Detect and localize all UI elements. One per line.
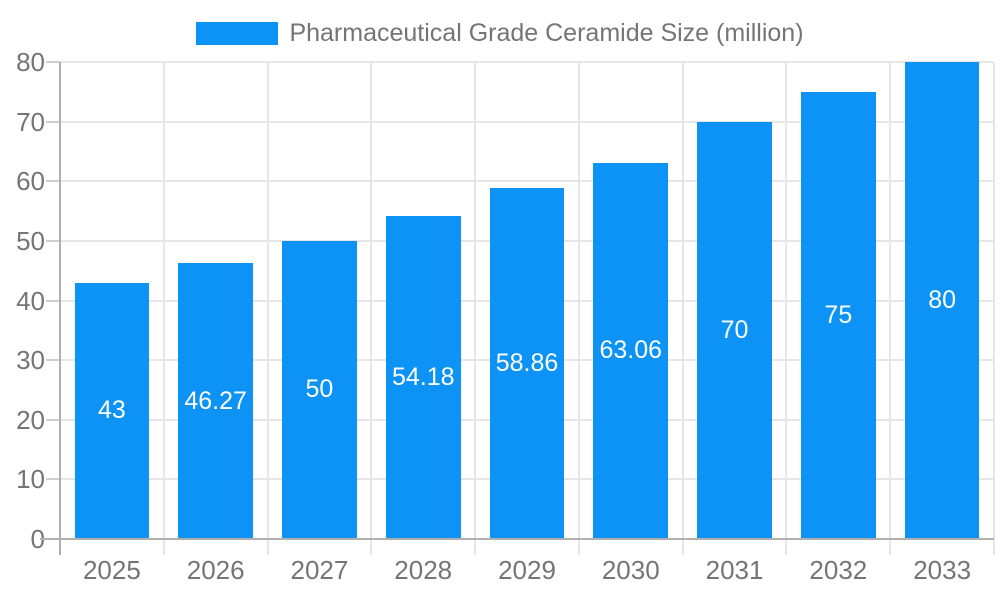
bar-value-label: 50 xyxy=(305,375,334,404)
x-axis-label-2029: 2029 xyxy=(498,555,556,585)
bar-2032: 75 xyxy=(800,91,876,539)
bar-value-label: 58.86 xyxy=(495,349,559,378)
x-axis-label-2032: 2032 xyxy=(809,555,868,585)
v-gridline xyxy=(474,62,477,555)
y-axis-label: 60 xyxy=(16,166,45,197)
y-axis-tick xyxy=(46,239,60,242)
bar-2031: 70 xyxy=(697,121,772,539)
y-axis-tick xyxy=(46,359,60,362)
y-axis-line xyxy=(59,62,61,555)
v-gridline xyxy=(370,62,373,555)
y-axis-label: 70 xyxy=(16,106,45,137)
v-gridline xyxy=(785,62,788,555)
v-gridline xyxy=(889,62,892,555)
y-axis-label: 50 xyxy=(16,225,45,256)
bar-value-label: 46.27 xyxy=(184,386,247,415)
v-gridline xyxy=(162,62,165,555)
x-axis-line xyxy=(40,538,994,540)
y-axis-tick xyxy=(46,418,60,421)
bar-value-label: 80 xyxy=(928,286,957,314)
h-gridline xyxy=(60,180,994,183)
y-axis-label: 40 xyxy=(16,285,45,316)
bar-value-label: 54.18 xyxy=(391,362,455,391)
bar-2025: 43 xyxy=(74,282,150,539)
y-axis-tick xyxy=(46,180,60,183)
legend-label: Pharmaceutical Grade Ceramide Size (mill… xyxy=(289,19,804,47)
bar-value-label: 43 xyxy=(97,396,126,425)
bar-2026: 46.27 xyxy=(178,263,254,539)
y-axis-tick xyxy=(46,299,60,302)
h-gridline xyxy=(60,120,994,123)
y-axis-label: 80 xyxy=(16,47,45,77)
legend-swatch xyxy=(196,21,279,45)
y-axis-label: 20 xyxy=(16,404,45,435)
x-axis-label-2030: 2030 xyxy=(601,555,660,585)
legend[interactable]: Pharmaceutical Grade Ceramide Size (mill… xyxy=(0,18,1000,48)
v-gridline xyxy=(681,62,684,555)
h-gridline xyxy=(60,61,994,63)
y-axis-tick xyxy=(46,120,60,123)
v-gridline xyxy=(993,62,995,555)
x-axis-label-2031: 2031 xyxy=(705,555,764,585)
bar-2033: 80 xyxy=(904,62,980,539)
y-axis-tick xyxy=(46,61,60,63)
plot-area: 0 10 20 30 40 50 60 70 80 43 2025 46.27 2026 50 2027 54… xyxy=(16,49,995,585)
bar-value-label: 75 xyxy=(824,300,853,329)
bar-value-label: 70 xyxy=(720,315,749,344)
x-axis-label-2033: 2033 xyxy=(913,555,972,585)
bar-2027: 50 xyxy=(282,240,357,539)
v-gridline xyxy=(266,62,269,555)
y-axis-tick xyxy=(46,478,60,481)
bar-value-label: 63.06 xyxy=(599,336,663,365)
v-gridline xyxy=(577,62,580,555)
bar-2030: 63.06 xyxy=(593,163,669,539)
x-axis-label-2025: 2025 xyxy=(82,555,141,585)
bar-2029: 58.86 xyxy=(489,188,565,539)
x-axis-label-2027: 2027 xyxy=(290,555,349,585)
y-axis-label: 10 xyxy=(16,464,45,495)
x-axis-label-2026: 2026 xyxy=(186,555,245,585)
x-axis-label-2028: 2028 xyxy=(394,555,453,585)
y-axis-label: 0 xyxy=(30,524,45,554)
y-axis-label: 30 xyxy=(16,345,45,376)
bar-2028: 54.18 xyxy=(385,215,461,539)
